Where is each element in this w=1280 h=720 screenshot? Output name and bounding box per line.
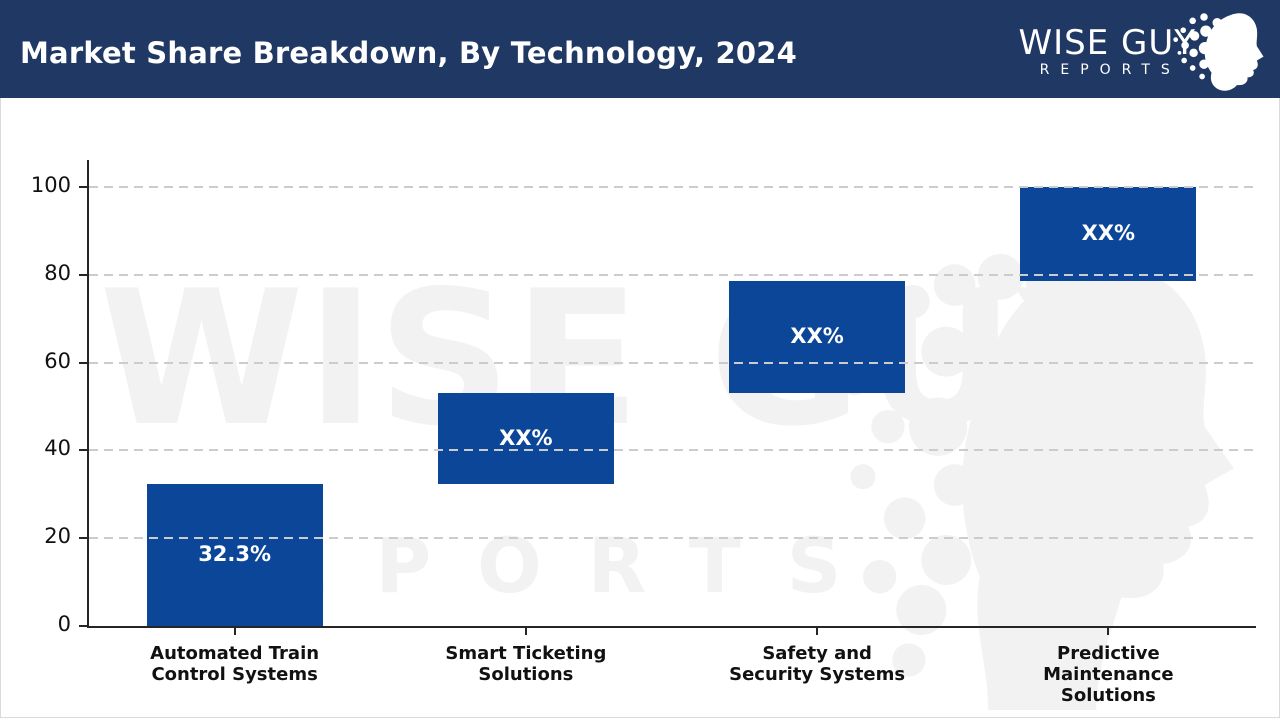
plot-area: 32.3% XX% XX% XX%	[89, 186, 1254, 626]
y-tick	[79, 273, 87, 276]
x-category-label-line: Safety and	[762, 643, 872, 664]
bar-value-label: XX%	[1081, 221, 1136, 246]
x-tick	[233, 628, 236, 635]
y-tick	[79, 449, 87, 452]
wiseguy-face-icon	[1173, 13, 1264, 91]
y-tick-label: 40	[44, 436, 71, 461]
y-tick-label: 0	[57, 612, 71, 636]
gridline	[89, 186, 1254, 188]
x-category-label-line: Solutions	[1060, 685, 1156, 706]
x-category-label-line: Maintenance	[1043, 664, 1174, 685]
y-tick	[79, 537, 87, 540]
y-tick-label: 80	[44, 260, 71, 285]
y-axis-line	[87, 160, 89, 628]
watermark-face-icon	[844, 253, 1234, 710]
gridline	[89, 273, 1254, 276]
x-category-label: Smart Ticketing Solutions	[366, 643, 686, 685]
bar-segment: XX%	[729, 281, 906, 394]
x-category-label-line: Smart Ticketing	[445, 643, 607, 664]
y-tick	[79, 361, 87, 364]
bar-segment: XX%	[437, 393, 614, 485]
x-category-label-line: Automated Train	[150, 643, 320, 664]
x-category-label: Predictive Maintenance Solutions	[948, 643, 1268, 706]
x-tick	[524, 628, 527, 635]
y-tick-label: 60	[44, 348, 71, 373]
logo-brand-name: WISE GUY	[1018, 23, 1196, 63]
chart-canvas: WISE GUY REPORTS 32.3% XX% XX% XX% 0 20 40 60 8…	[0, 98, 1280, 718]
page-title: Market Share Breakdown, By Technology, 2…	[20, 36, 798, 70]
bar-segment: 32.3%	[146, 484, 323, 626]
x-tick	[816, 628, 819, 635]
bar-value-label: 32.3%	[198, 541, 272, 566]
x-tick	[1107, 628, 1110, 635]
logo-brand-subtitle: REPORTS	[1039, 62, 1181, 78]
x-category-label: Safety and Security Systems	[657, 643, 977, 685]
gridline	[89, 361, 1254, 364]
gridline	[89, 449, 1254, 452]
wiseguy-logo-text: WISE GUY REPORTS	[1018, 26, 1196, 78]
x-category-label-line: Predictive	[1057, 643, 1160, 664]
x-axis-line	[87, 626, 1256, 628]
x-category-label-line: Control Systems	[151, 664, 318, 685]
y-tick-label: 20	[44, 524, 71, 549]
bar-value-label: XX%	[790, 324, 844, 349]
bar-segment: XX%	[1020, 187, 1197, 282]
y-tick-label: 100	[30, 173, 71, 197]
x-category-label-line: Solutions	[478, 664, 574, 685]
wiseguy-logo: WISE GUY REPORTS	[1004, 2, 1274, 96]
gridline	[89, 537, 1254, 540]
x-category-label-line: Security Systems	[729, 664, 906, 685]
header: Market Share Breakdown, By Technology, 2…	[0, 0, 1280, 98]
x-category-label: Automated Train Control Systems	[75, 643, 395, 685]
y-tick	[79, 186, 87, 188]
y-tick	[79, 625, 87, 627]
bar-value-label: XX%	[499, 425, 553, 450]
